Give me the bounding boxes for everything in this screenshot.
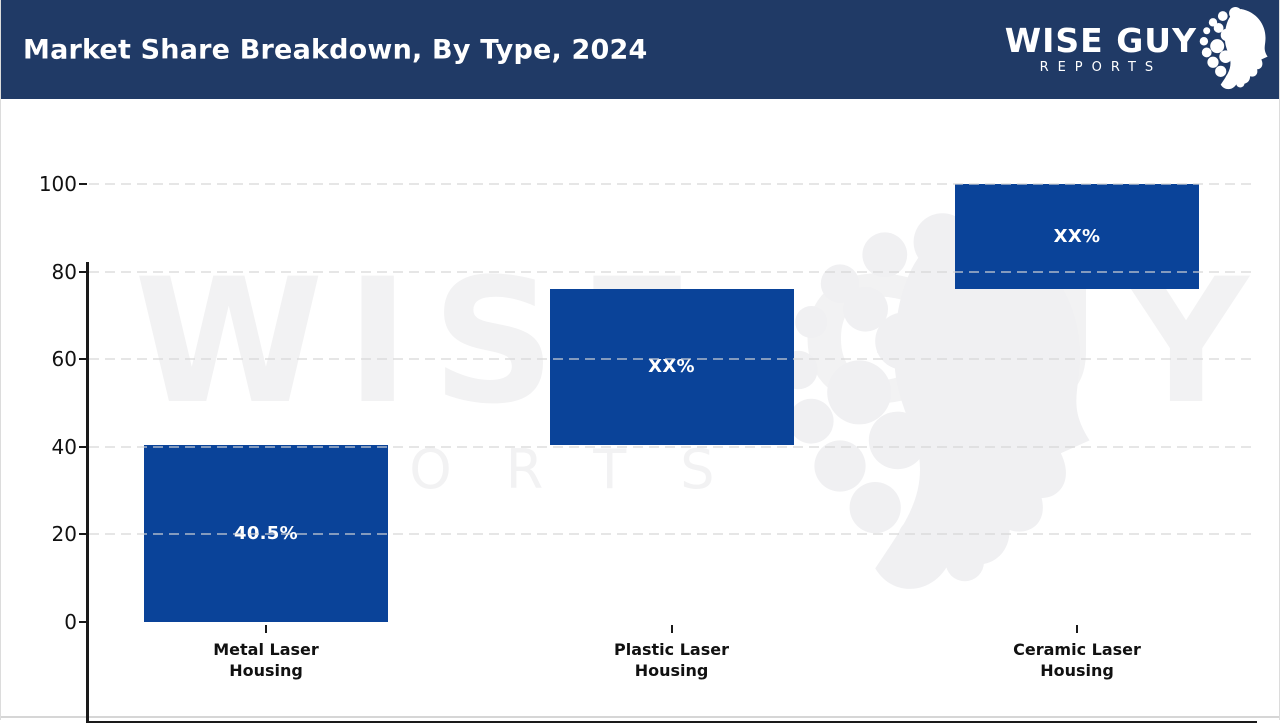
y-tick-label-60: 60 bbox=[7, 347, 77, 371]
y-tick-0 bbox=[79, 621, 87, 623]
page-title: Market Share Breakdown, By Type, 2024 bbox=[23, 35, 647, 66]
category-label-line: Housing bbox=[522, 660, 822, 681]
gridline-60 bbox=[89, 358, 1256, 360]
x-tick-1 bbox=[671, 625, 673, 633]
category-label-line: Housing bbox=[927, 660, 1227, 681]
y-axis-spine bbox=[86, 262, 89, 723]
logo-reports-label: REPORTS bbox=[1005, 60, 1197, 75]
bar-value-label: XX% bbox=[1054, 226, 1101, 247]
logo-wiseguy-label: WISE GUY bbox=[1005, 24, 1197, 58]
gridline-80 bbox=[89, 271, 1256, 273]
gridline-20 bbox=[89, 533, 1256, 535]
y-tick-20 bbox=[79, 533, 87, 535]
logo-text: WISE GUY REPORTS bbox=[1005, 24, 1197, 75]
category-label-line: Plastic Laser bbox=[522, 639, 822, 660]
x-tick-0 bbox=[265, 625, 267, 633]
y-tick-80 bbox=[79, 271, 87, 273]
y-tick-label-100: 100 bbox=[7, 172, 77, 196]
category-label-line: Housing bbox=[116, 660, 416, 681]
wise-guy-reports-logo: WISE GUY REPORTS bbox=[1019, 0, 1269, 99]
y-tick-label-20: 20 bbox=[7, 522, 77, 546]
y-tick-label-80: 80 bbox=[7, 260, 77, 284]
gridline-40 bbox=[89, 446, 1256, 448]
dotted-profile-face-icon bbox=[1199, 6, 1269, 98]
bar-segment: XX% bbox=[550, 289, 794, 444]
y-tick-label-40: 40 bbox=[7, 435, 77, 459]
y-tick-60 bbox=[79, 358, 87, 360]
footer-divider bbox=[1, 716, 1279, 718]
category-label-line: Ceramic Laser bbox=[927, 639, 1227, 660]
bar-segment: XX% bbox=[955, 184, 1199, 289]
y-tick-label-0: 0 bbox=[7, 610, 77, 634]
header-bar: Market Share Breakdown, By Type, 2024 WI… bbox=[1, 0, 1279, 99]
x-tick-2 bbox=[1076, 625, 1078, 633]
category-label-line: Metal Laser bbox=[116, 639, 416, 660]
gridline-100 bbox=[89, 183, 1256, 185]
y-tick-100 bbox=[79, 183, 87, 185]
y-tick-40 bbox=[79, 446, 87, 448]
